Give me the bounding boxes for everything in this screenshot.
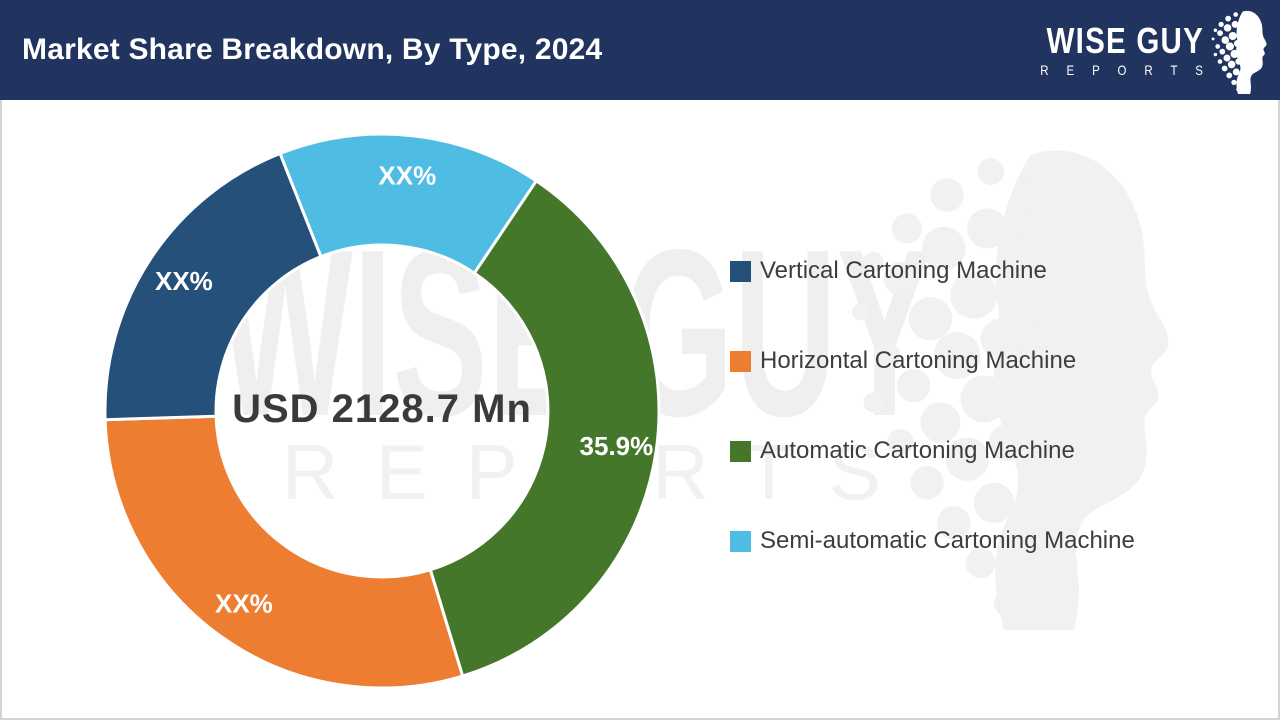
legend-item-vertical-cartoning-machine: Vertical Cartoning Machine: [730, 257, 1135, 284]
legend-swatch-semi-automatic-cartoning-machine: [730, 530, 751, 552]
legend-swatch-horizontal-cartoning-machine: [730, 350, 751, 372]
segment-value-label-automatic-cartoning-machine: 35.9%: [580, 431, 654, 461]
brand-logo: WISE GUY R E P O R T S: [1003, 0, 1270, 100]
donut-chart: XX% 35.9% XX% XX% USD 2128.7 Mn: [103, 132, 661, 690]
legend-label-vertical-cartoning-machine: Vertical Cartoning Machine: [760, 257, 1047, 284]
donut-segment-vertical-cartoning-machine: [103, 151, 323, 422]
legend-item-horizontal-cartoning-machine: Horizontal Cartoning Machine: [730, 347, 1135, 374]
legend-label-horizontal-cartoning-machine: Horizontal Cartoning Machine: [760, 347, 1077, 374]
logo-head-icon: [1211, 10, 1267, 94]
legend-item-semi-automatic-cartoning-machine: Semi-automatic Cartoning Machine: [730, 527, 1135, 554]
segment-value-label-semi-automatic-cartoning-machine: XX%: [378, 160, 436, 190]
legend-swatch-automatic-cartoning-machine: [730, 440, 751, 462]
segment-value-label-vertical-cartoning-machine: XX%: [155, 266, 213, 296]
donut-center-value: USD 2128.7 Mn: [232, 387, 532, 431]
legend-item-automatic-cartoning-machine: Automatic Cartoning Machine: [730, 437, 1135, 464]
chart-area: WISE GUY R E P O R T S XX%35.9%XX%XX%USD…: [0, 100, 1280, 720]
donut-segment-horizontal-cartoning-machine: [103, 414, 465, 690]
legend-swatch-vertical-cartoning-machine: [730, 260, 751, 282]
page-title: Market Share Breakdown, By Type, 2024: [22, 33, 603, 66]
chart-legend: Vertical Cartoning Machine Horizontal Car…: [730, 257, 1135, 554]
legend-label-automatic-cartoning-machine: Automatic Cartoning Machine: [760, 437, 1075, 464]
segment-value-label-horizontal-cartoning-machine: XX%: [215, 589, 273, 619]
donut-segment-semi-automatic-cartoning-machine: [278, 132, 539, 276]
logo-wordmark: WISE GUY R E P O R T S: [1040, 19, 1210, 78]
logo-brand-subtitle: R E P O R T S: [1040, 61, 1210, 78]
legend-label-semi-automatic-cartoning-machine: Semi-automatic Cartoning Machine: [760, 527, 1135, 554]
donut-segment-automatic-cartoning-machine: [428, 178, 661, 678]
logo-brand-name: WISE GUY: [1046, 19, 1204, 61]
header-bar: Market Share Breakdown, By Type, 2024 WI…: [0, 0, 1280, 100]
